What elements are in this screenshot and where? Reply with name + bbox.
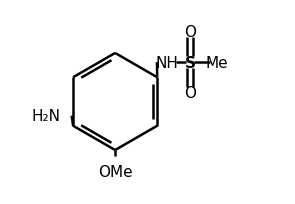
Text: Me: Me — [206, 55, 229, 70]
Text: H₂N: H₂N — [32, 109, 60, 124]
Text: NH: NH — [155, 55, 178, 70]
Text: S: S — [184, 55, 196, 70]
Text: O: O — [184, 25, 196, 40]
Text: O: O — [184, 85, 196, 100]
Text: OMe: OMe — [98, 164, 132, 179]
